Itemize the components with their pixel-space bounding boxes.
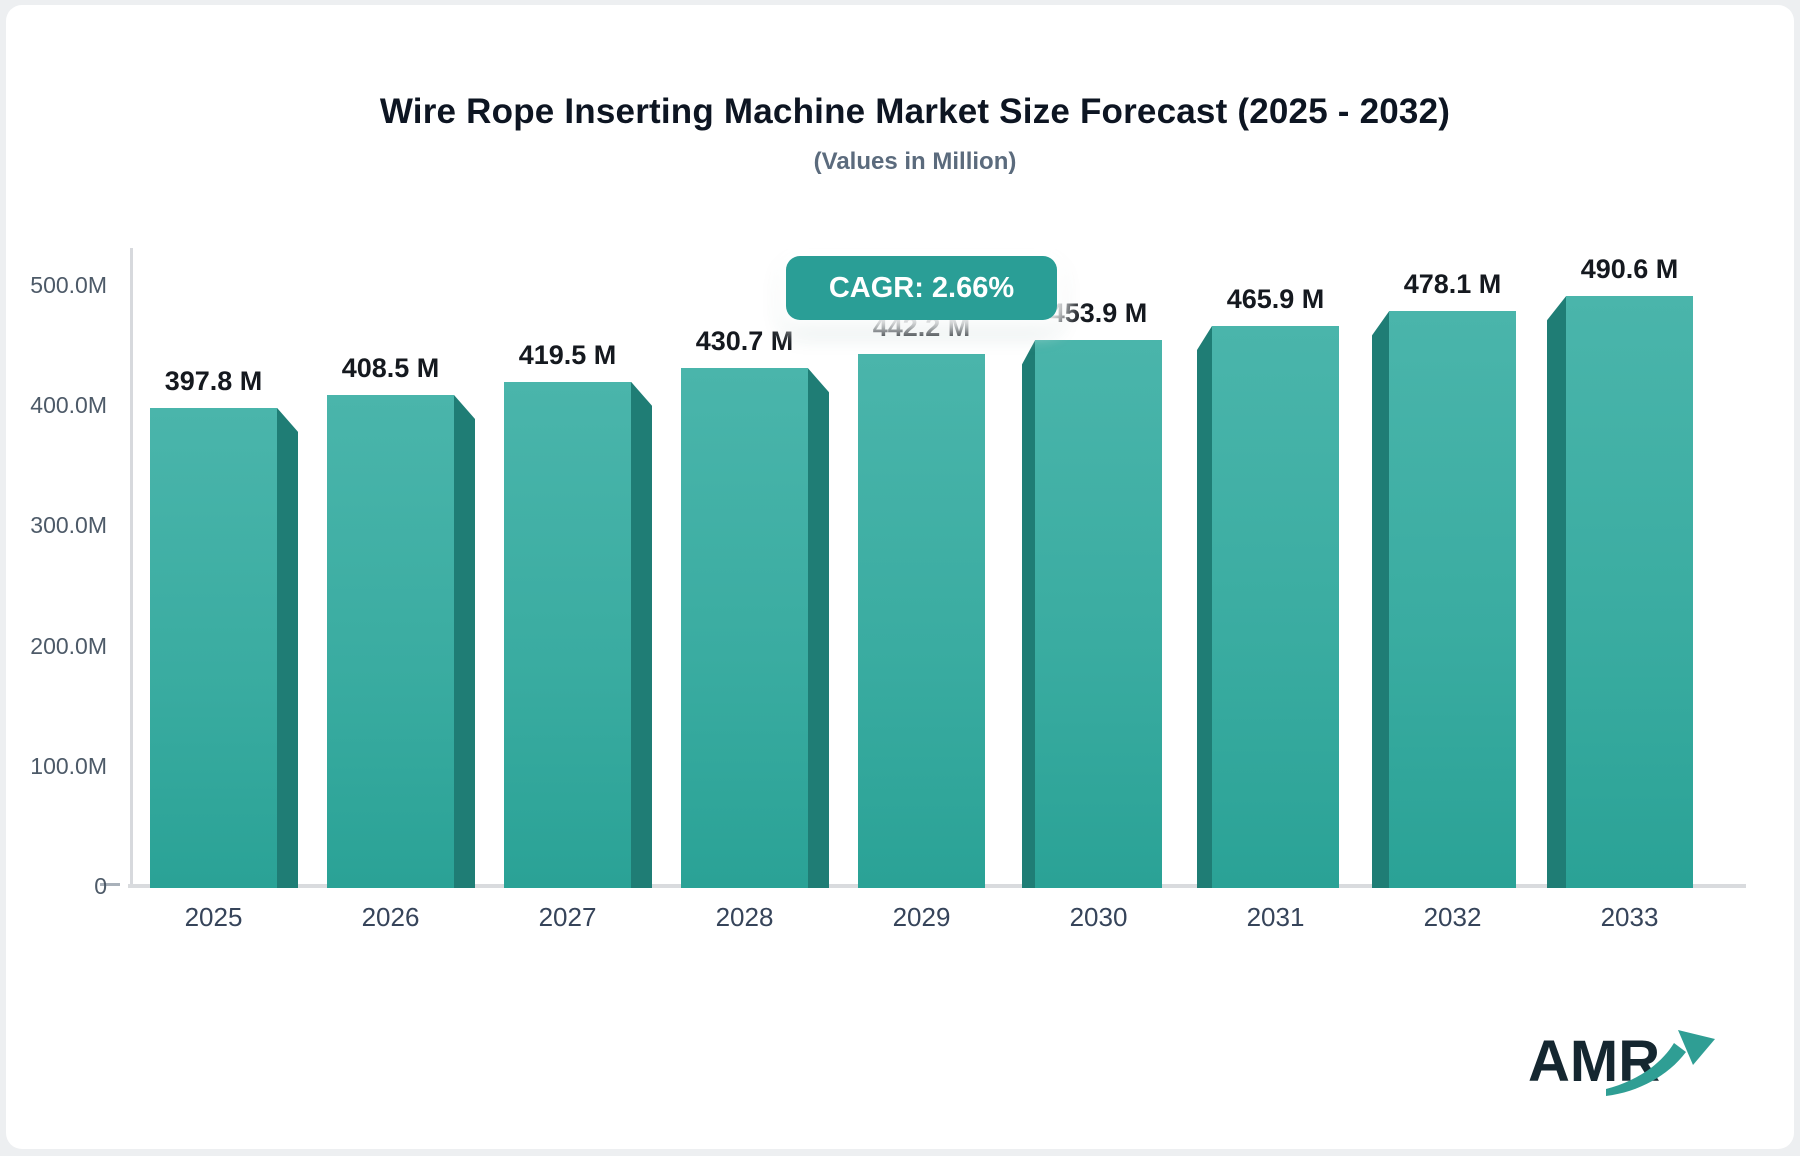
x-tick-label: 2027: [538, 902, 597, 932]
y-tick-label: 100.0M: [30, 752, 107, 779]
chart-subtitle: (Values in Million): [813, 148, 1017, 175]
chart-title: Wire Rope Inserting Machine Market Size …: [379, 92, 1451, 131]
y-tick-label: 300.0M: [30, 512, 107, 539]
bar-side: [631, 381, 652, 888]
bar-side: [1372, 311, 1389, 888]
x-tick-label: 2030: [1069, 902, 1128, 932]
growth-arrow-icon: [1606, 1030, 1715, 1096]
bar-value-label: 430.7 M: [695, 326, 794, 357]
bar-side: [1022, 340, 1035, 888]
y-tick-label: 0: [94, 873, 107, 899]
y-axis-line: [130, 248, 133, 888]
bar-value-label: 408.5 M: [341, 352, 440, 383]
bar-2026: [327, 394, 475, 888]
bar-value-label: 490.6 M: [1580, 254, 1679, 285]
bar-face: [327, 394, 454, 888]
cagr-badge: CAGR: 2.66%: [786, 256, 1057, 320]
bar-face: [1389, 311, 1516, 888]
bar-2027: [504, 381, 652, 888]
zero-tick-mark: [100, 883, 120, 886]
bar-side: [1197, 325, 1212, 888]
x-tick-label: 2033: [1600, 902, 1659, 932]
bar-2029: [858, 354, 985, 888]
bar-side: [808, 368, 829, 888]
bar-value-label: 453.9 M: [1049, 298, 1148, 329]
bar-2030: [1022, 340, 1162, 888]
bar-2033: [1547, 296, 1693, 888]
bar-face: [1035, 340, 1162, 888]
bar-2032: [1372, 311, 1516, 888]
y-tick-label: 400.0M: [30, 392, 107, 419]
bar-side: [454, 394, 475, 888]
bar-value-label: 465.9 M: [1226, 283, 1325, 314]
x-tick-label: 2029: [892, 902, 951, 932]
bar-face: [150, 407, 277, 888]
bar-2025: [150, 407, 298, 888]
y-tick-label: 500.0M: [30, 272, 107, 298]
amr-logo: AMR: [1528, 1030, 1718, 1110]
bar-value-label: 478.1 M: [1403, 269, 1502, 300]
bar-face: [858, 354, 985, 888]
bar-face: [681, 368, 808, 888]
bar-2028: [681, 368, 829, 888]
bar-side: [1547, 296, 1566, 888]
bar-value-label: 397.8 M: [164, 365, 263, 396]
x-tick-label: 2032: [1423, 902, 1482, 932]
x-tick-label: 2025: [184, 902, 243, 932]
bar-face: [1566, 296, 1693, 888]
bar-side: [277, 407, 298, 888]
x-tick-label: 2031: [1246, 902, 1305, 932]
x-tick-label: 2026: [361, 902, 420, 932]
bar-2031: [1197, 325, 1339, 888]
bar-face: [1212, 325, 1339, 888]
y-tick-label: 200.0M: [30, 632, 107, 659]
x-tick-label: 2028: [715, 902, 774, 932]
bar-value-label: 419.5 M: [518, 339, 617, 370]
bar-face: [504, 381, 631, 888]
